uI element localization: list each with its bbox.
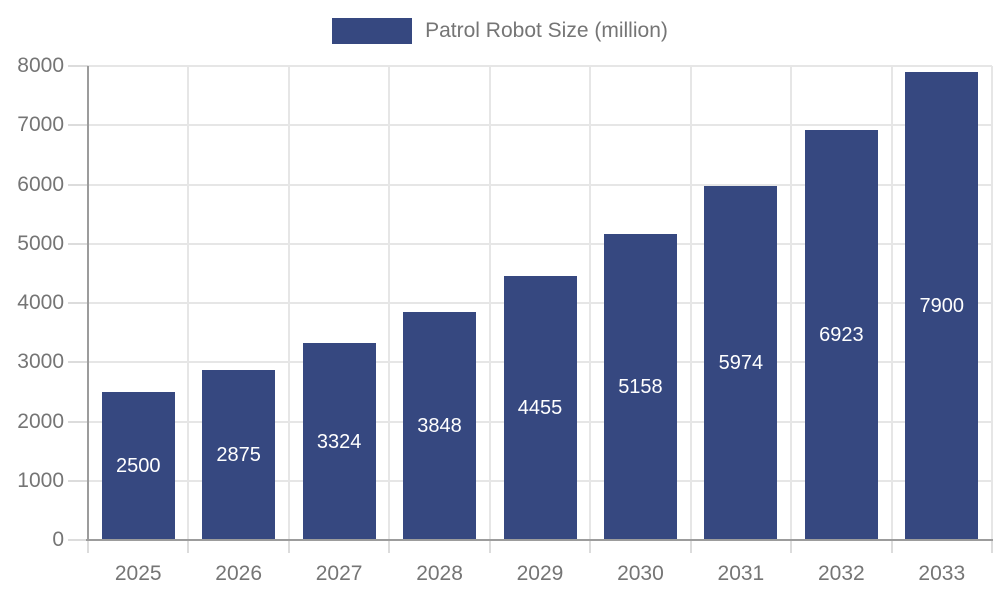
- gridline-v: [589, 66, 592, 540]
- y-axis-label: 1000: [17, 468, 64, 492]
- x-axis-tick: [790, 540, 793, 553]
- y-axis-tick: [68, 420, 88, 423]
- y-axis-tick: [68, 242, 88, 245]
- x-axis-line: [86, 539, 993, 541]
- y-axis-label: 5000: [17, 231, 64, 255]
- gridline-h: [88, 65, 992, 67]
- gridline-v: [991, 66, 993, 540]
- bar-value-label: 2875: [216, 443, 261, 466]
- bar-value-label: 3324: [316, 430, 362, 453]
- y-axis-tick: [68, 361, 88, 364]
- bar-value-label: 5158: [618, 376, 663, 399]
- bar[interactable]: 7900: [905, 71, 979, 540]
- bar[interactable]: 3324: [302, 343, 376, 540]
- x-axis-tick: [890, 540, 893, 553]
- legend-swatch-icon: [332, 17, 413, 44]
- gridline-v: [488, 66, 491, 540]
- bar[interactable]: 6923: [804, 129, 878, 540]
- gridline-h: [88, 183, 992, 186]
- bar[interactable]: 2500: [101, 391, 175, 540]
- bar-value-label: 3848: [417, 415, 462, 437]
- y-axis-tick: [68, 539, 88, 541]
- x-axis-label: 2028: [416, 562, 463, 585]
- x-axis-tick: [388, 540, 391, 553]
- y-axis-label: 8000: [17, 54, 64, 77]
- x-axis-label: 2026: [215, 562, 263, 585]
- bar[interactable]: 5158: [603, 234, 677, 540]
- bar-value-label: 6923: [819, 323, 864, 346]
- x-axis-tick: [689, 540, 692, 553]
- y-axis-label: 2000: [17, 409, 64, 433]
- y-axis-tick: [68, 65, 88, 67]
- plot-area: 2500 2875 3324 3848 4455 5158 5974 6923 7900: [88, 65, 993, 540]
- bar-value-label: 2500: [115, 454, 161, 477]
- bar[interactable]: 5974: [704, 186, 778, 540]
- y-axis-label: 4000: [17, 291, 64, 314]
- gridline-v: [187, 66, 190, 540]
- y-axis-line: [87, 66, 89, 540]
- y-axis-tick: [68, 302, 88, 304]
- bar-value-label: 4455: [517, 397, 563, 420]
- x-axis-label: 2029: [516, 562, 564, 585]
- y-axis-label: 7000: [17, 113, 64, 137]
- x-axis-label: 2031: [717, 562, 765, 585]
- x-axis-tick: [187, 540, 190, 553]
- legend-label: Patrol Robot Size (million): [425, 19, 668, 42]
- y-axis-tick: [68, 124, 88, 127]
- x-axis-tick: [991, 540, 993, 553]
- gridline-h: [88, 242, 992, 245]
- y-axis-tick: [68, 479, 88, 482]
- x-axis-tick: [287, 540, 290, 553]
- x-axis-label: 2032: [817, 562, 865, 585]
- gridline-v: [790, 66, 793, 540]
- x-axis-tick: [589, 540, 592, 553]
- x-axis-label: 2033: [918, 562, 966, 585]
- y-axis-label: 0: [52, 528, 64, 551]
- gridline-h: [88, 124, 992, 127]
- bar-value-label: 7900: [919, 294, 965, 317]
- y-axis-label: 6000: [17, 172, 64, 196]
- bar-value-label: 5974: [718, 352, 764, 375]
- gridline-v: [287, 66, 290, 540]
- legend[interactable]: Patrol Robot Size (million): [0, 17, 1000, 44]
- x-axis-tick: [87, 540, 89, 553]
- gridline-v: [388, 66, 391, 540]
- bar[interactable]: 3848: [403, 312, 477, 540]
- bar[interactable]: 2875: [202, 369, 276, 540]
- x-axis-label: 2030: [617, 562, 664, 585]
- gridline-v: [890, 66, 893, 540]
- x-axis-tick: [488, 540, 491, 553]
- y-axis-tick: [68, 183, 88, 186]
- gridline-v: [689, 66, 692, 540]
- x-axis-label: 2025: [114, 562, 162, 585]
- x-axis-label: 2027: [315, 562, 363, 585]
- bar[interactable]: 4455: [503, 276, 577, 540]
- y-axis-label: 3000: [17, 350, 64, 374]
